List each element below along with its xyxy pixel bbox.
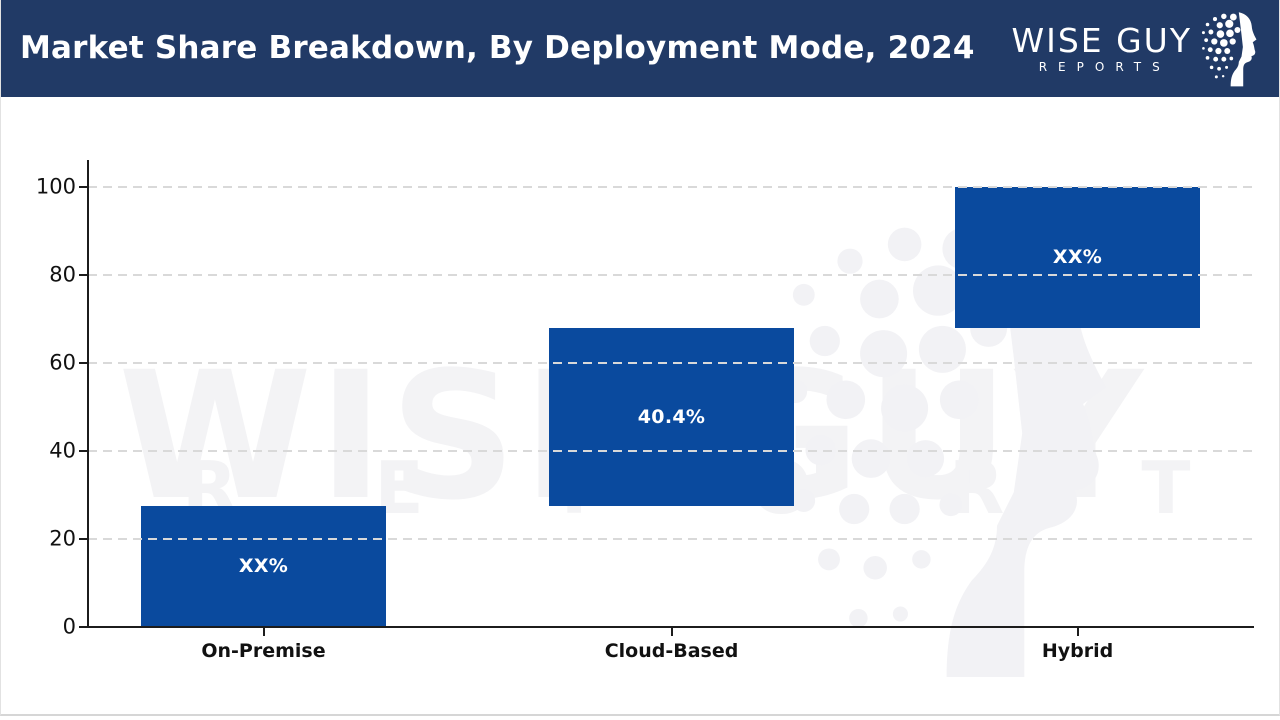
dotted-head-profile-icon [1201,11,1257,86]
wise-guy-logo: WISE GUY REPORTS [1011,11,1266,87]
y-tick-mark [79,186,87,188]
gridline [88,274,1253,276]
y-tick-label: 80 [49,262,76,287]
y-tick-mark [79,450,87,452]
gridline [88,450,1253,452]
y-tick-label: 20 [49,526,76,551]
bar-value-label: 40.4% [637,405,706,428]
logo-subtitle: REPORTS [1038,60,1171,74]
logo-wordmark: WISE GUY [1011,21,1192,60]
header-band: Market Share Breakdown, By Deployment Mo… [0,0,1280,97]
x-tick-mark [1076,628,1079,636]
x-axis-spine [87,626,1254,628]
bar-segment: XX% [955,187,1200,328]
gridline [88,538,1253,540]
y-tick-mark [79,274,87,276]
bar-value-label: XX% [1052,246,1103,269]
y-axis-spine [87,160,89,627]
x-tick-mark [670,628,673,636]
y-tick-label: 40 [49,438,76,463]
y-tick-label: 60 [49,350,76,375]
x-tick-label: On-Premise [201,640,326,662]
x-tick-label: Cloud-Based [604,640,739,662]
bar-segment: XX% [141,505,386,627]
y-tick-mark [79,362,87,364]
chart-title: Market Share Breakdown, By Deployment Mo… [20,30,975,67]
y-tick-mark [79,626,87,628]
y-tick-label: 0 [62,614,76,639]
x-tick-label: Hybrid [1041,640,1114,662]
y-tick-label: 100 [35,174,76,199]
waterfall-chart: WISE GUY R E P O R T S 020406080100XX%On… [0,97,1280,717]
gridline [88,186,1253,188]
bar-value-label: XX% [238,555,289,578]
y-tick-mark [79,538,87,540]
x-tick-mark [262,628,265,636]
gridline [88,362,1253,364]
bar-segment: 40.4% [549,327,794,506]
